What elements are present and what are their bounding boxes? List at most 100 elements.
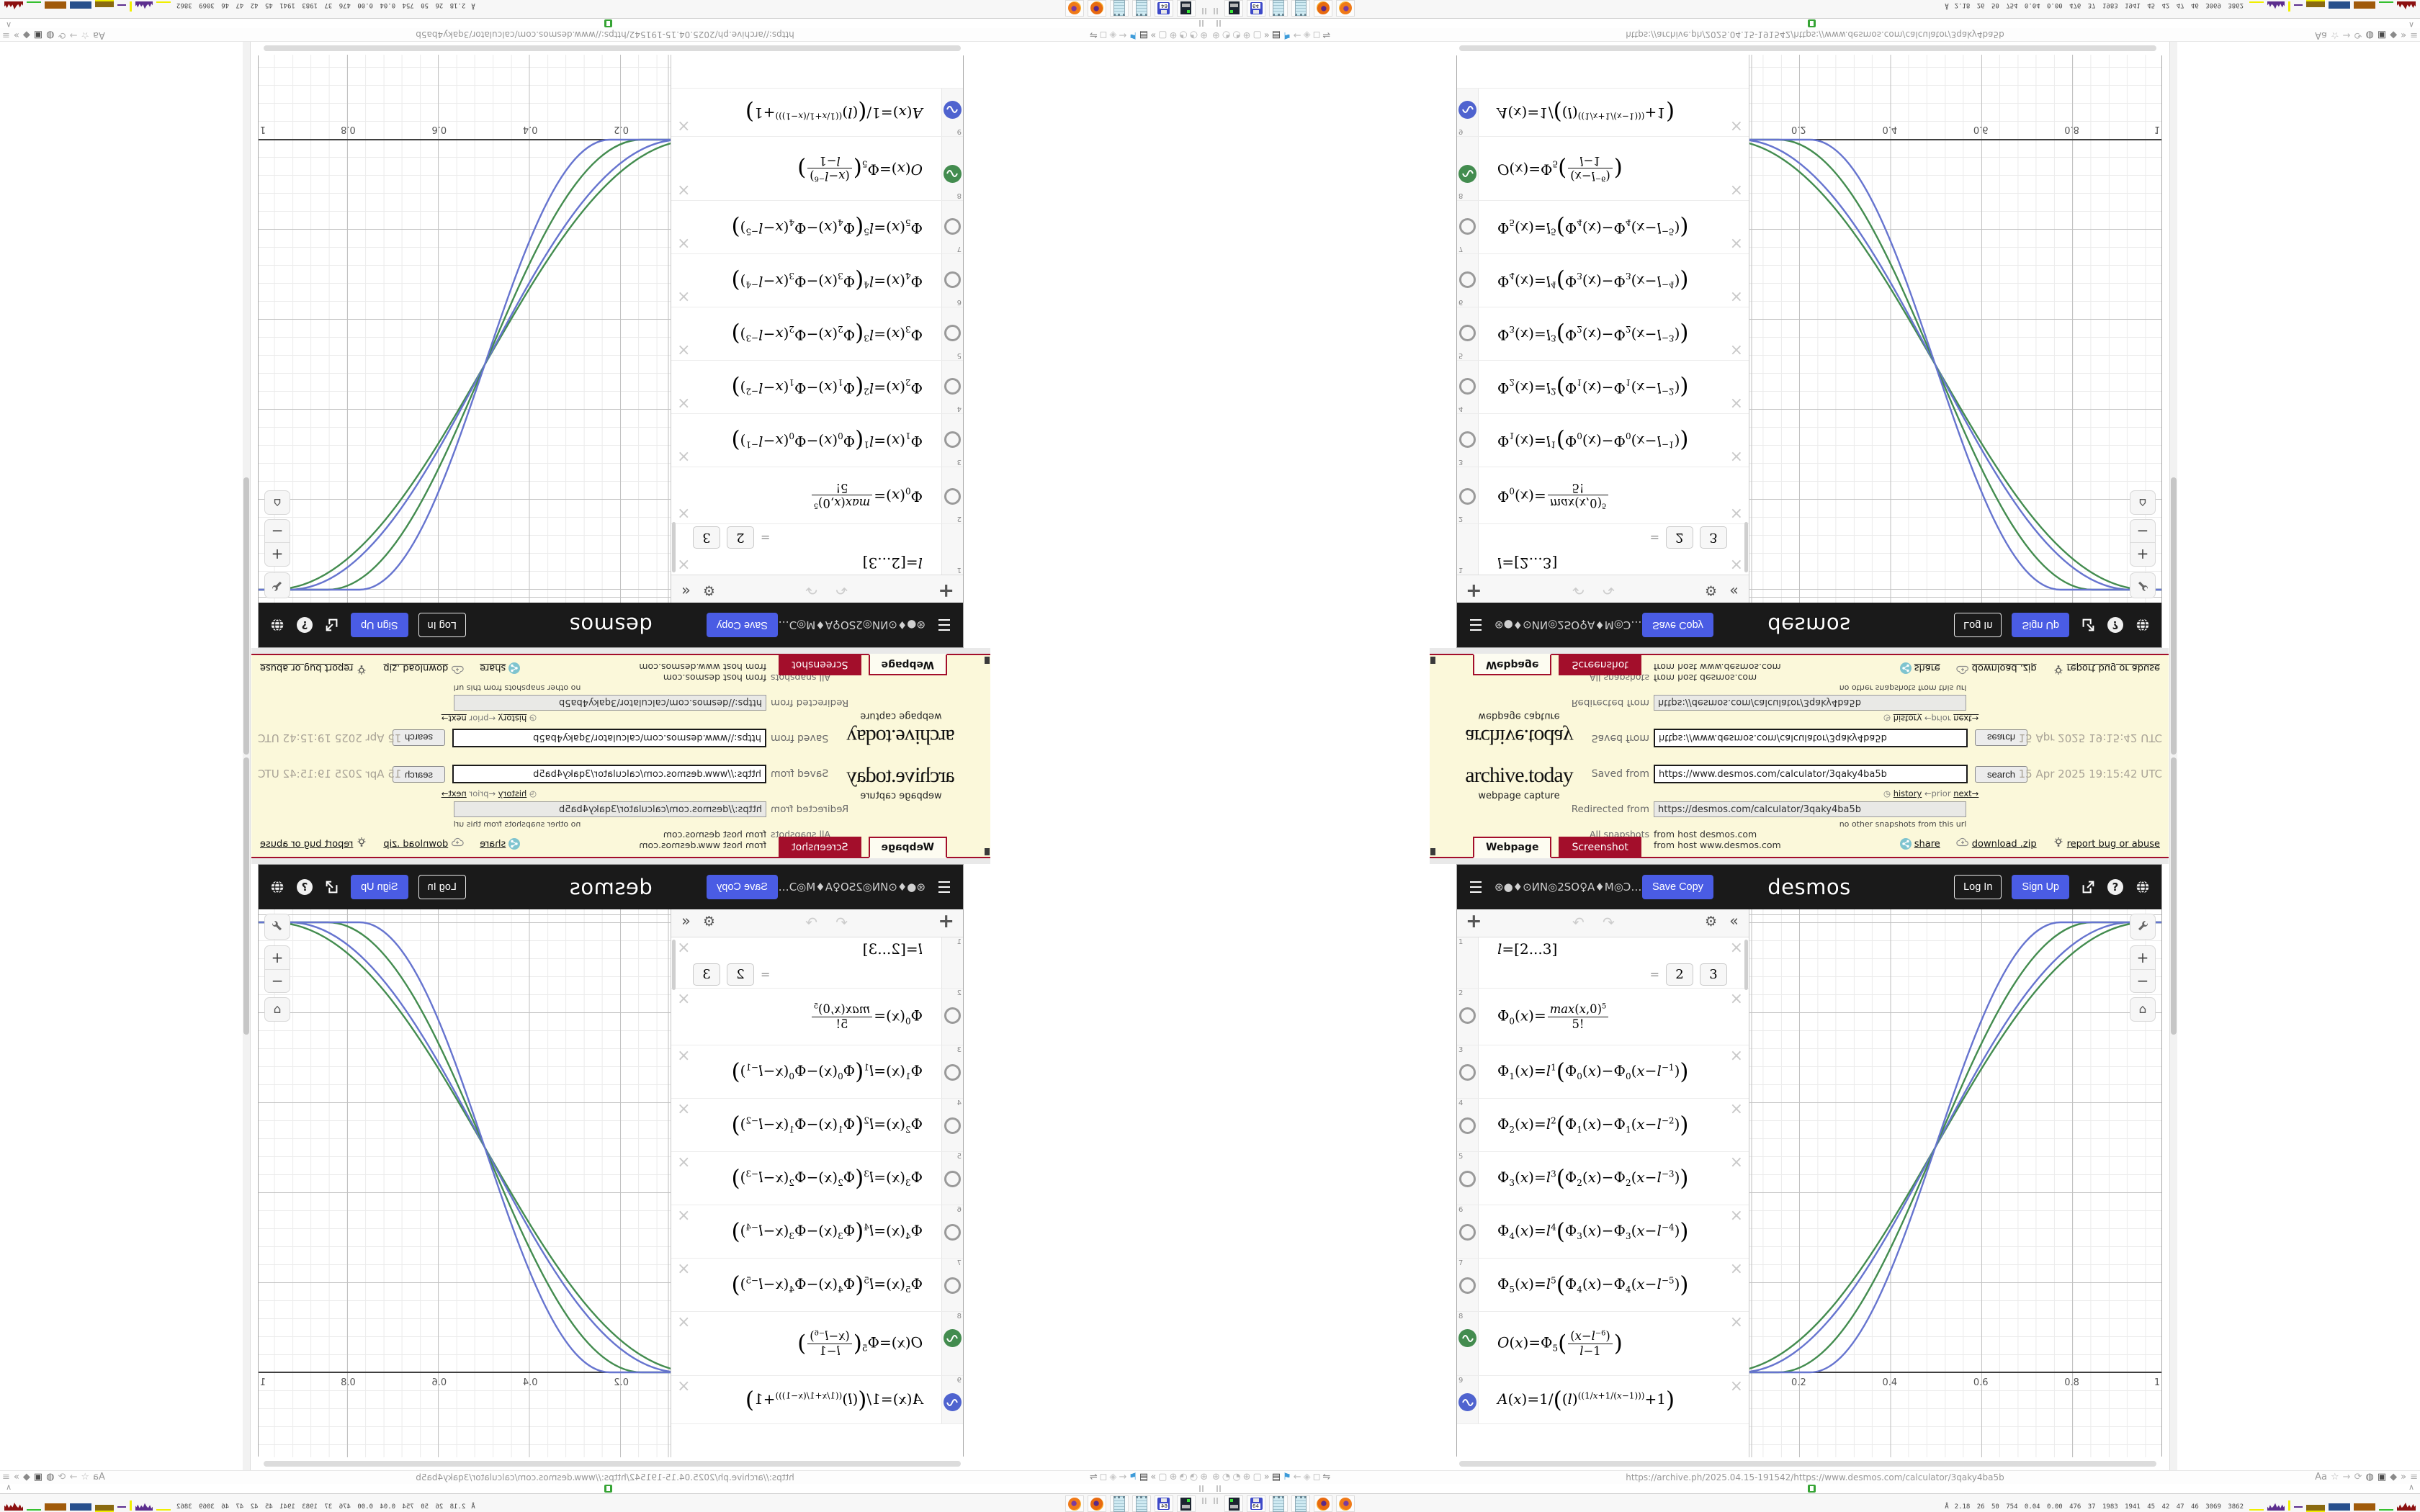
delete-expression-icon[interactable]: × (677, 1207, 691, 1225)
shield-icon[interactable]: ◈ (1303, 1472, 1311, 1482)
host-link-1[interactable]: from host desmos.com (1654, 829, 1757, 840)
graph-paper[interactable]: 0.2 0.4 0.6 0.8 1 + − ⌂ (259, 55, 671, 603)
expression-row[interactable]: 4 Φ2(x)=l2(Φ1(x)−Φ1(x−l−2)) × (1457, 360, 1749, 413)
zoom-out-button[interactable]: − (271, 522, 284, 540)
expression-math[interactable]: Φ5(x)=l5(Φ4(x)−Φ4(x−l−5)) (731, 1272, 923, 1298)
expression-row[interactable]: 1 l=[2...3] = 2 3 × (671, 937, 963, 989)
back-arrow-icon[interactable]: ← (1119, 30, 1127, 40)
undo-icon[interactable]: ↶ (835, 581, 848, 598)
delete-expression-icon[interactable]: × (677, 1377, 691, 1395)
taskbar-icon-floppy-64[interactable] (1155, 1495, 1173, 1512)
home-button[interactable]: ⌂ (264, 490, 290, 515)
expression-math[interactable]: Φ5(x)=l5(Φ4(x)−Φ4(x−l−5)) (1497, 1272, 1689, 1298)
zoom-in-button[interactable]: + (265, 946, 290, 970)
expression-math[interactable]: A(x)=1/((l)((1/x+1/(x−1)))+1) (1497, 99, 1675, 126)
taskbar-grip[interactable] (1214, 8, 1215, 14)
toolbar-grip[interactable] (1216, 20, 1218, 27)
saved-from-input[interactable] (1654, 729, 1968, 747)
taskbar-icon-firefox[interactable] (1088, 0, 1106, 17)
puzzle-icon[interactable]: ◆ (22, 30, 30, 40)
hamburger-menu-icon[interactable] (1467, 616, 1484, 634)
expression-math[interactable]: Φ0(x)= max(x,0)5 5! (1497, 1002, 1727, 1031)
add-expression-button[interactable]: + (1466, 580, 1482, 602)
gauge-icon[interactable]: ◔ (1189, 30, 1198, 40)
flag-icon[interactable]: ⚑ (1129, 1472, 1137, 1482)
expression-math[interactable]: l=[2...3] (1497, 554, 1558, 572)
taskbar-icon-firefox[interactable] (1088, 1495, 1106, 1512)
delete-expression-icon[interactable]: × (1729, 117, 1743, 135)
panel-scrollbar[interactable] (1744, 940, 1748, 990)
page-vertical-scrollbar[interactable] (243, 756, 251, 1470)
graph-title[interactable]: ⊛●♦⊙ИN◎2SO♀A♦M◎Ɔ… (1494, 618, 1642, 631)
expression-row[interactable]: 2 Φ0(x)= max(x,0)5 5! × (1457, 989, 1749, 1045)
redo-icon[interactable]: ↷ (1603, 581, 1615, 598)
taskbar-icon-notepad[interactable] (1132, 0, 1151, 17)
sign-up-button[interactable]: Sign Up (351, 613, 408, 637)
save-copy-button[interactable]: Save Copy (707, 613, 778, 637)
taskbar-grip[interactable] (1214, 1498, 1215, 1504)
saved-from-input[interactable] (452, 729, 766, 747)
hamburger-menu-icon[interactable] (936, 878, 953, 896)
plot-toggle-icon[interactable] (944, 1117, 961, 1134)
redirected-input[interactable] (454, 695, 766, 711)
gauge-icon[interactable]: ◔ (1222, 1472, 1231, 1482)
download-zip-link[interactable]: download .zip (1956, 837, 2037, 850)
plot-toggle-icon[interactable] (944, 101, 962, 119)
taskbar-icon-disk-utility[interactable] (1177, 1495, 1196, 1512)
active-tab-favicon[interactable] (604, 1485, 612, 1493)
add-expression-button[interactable]: + (938, 580, 954, 602)
expression-math[interactable]: Φ0(x)= max(x,0)5 5! (1497, 481, 1727, 510)
lock-icon[interactable]: ◻ (1312, 1472, 1321, 1482)
share-graph-icon[interactable] (323, 878, 341, 896)
edit-list-gear-icon[interactable]: ⚙ (1704, 582, 1717, 598)
expression-math[interactable]: A(x)=1/((l)((1/x+1/(x−1)))+1) (745, 99, 923, 126)
delete-expression-icon[interactable]: × (1729, 555, 1743, 573)
expression-math[interactable]: Φ1(x)=l1(Φ0(x)−Φ0(x−l−1)) (1497, 1058, 1689, 1085)
plot-toggle-icon[interactable] (944, 378, 961, 395)
puzzle-icon[interactable]: ◆ (2390, 1472, 2398, 1482)
zoom-buttons[interactable]: + − (2130, 945, 2156, 993)
flag-icon[interactable]: ⚑ (1129, 30, 1137, 40)
graph-settings-button[interactable] (2130, 572, 2156, 598)
circle-plus-icon[interactable]: ⊕ (1169, 30, 1178, 40)
plot-toggle-icon[interactable] (1459, 271, 1476, 288)
plot-toggle-icon[interactable] (944, 1224, 961, 1241)
expression-math[interactable]: Φ2(x)=l2(Φ1(x)−Φ1(x−l−2)) (1497, 1112, 1689, 1138)
report-bug-link[interactable]: report bug or abuse (2053, 661, 2160, 675)
redirected-input[interactable] (1654, 801, 1966, 817)
sign-up-button[interactable]: Sign Up (2012, 613, 2069, 637)
history-link[interactable]: history (498, 788, 527, 798)
graph-paper[interactable]: 0.2 0.4 0.6 0.8 1 + − ⌂ (1749, 55, 2161, 603)
next-link[interactable]: next→ (441, 788, 467, 798)
archive-logo-text[interactable]: archive.today (1465, 763, 1573, 787)
tab-screenshot[interactable]: Screenshot (1559, 837, 1641, 858)
toggles-icon[interactable]: ⇋ (1089, 30, 1098, 40)
undo-icon[interactable]: ↶ (835, 914, 848, 931)
address-bar-url[interactable]: https://archive.ph/2025.04.15-191542/htt… (1626, 30, 2004, 40)
zoom-in-button[interactable]: + (265, 542, 290, 566)
host-link-2[interactable]: from host www.desmos.com (639, 662, 766, 672)
translate-icon[interactable]: Aa (92, 1472, 105, 1482)
hamburger-menu-icon[interactable] (936, 616, 953, 634)
expression-row[interactable]: 5 Φ3(x)=l3(Φ2(x)−Φ2(x−l−3)) × (1457, 307, 1749, 360)
expression-math[interactable]: Φ3(x)=l3(Φ2(x)−Φ2(x−l−3)) (731, 1165, 923, 1192)
folder-icon[interactable]: ▢ (1252, 30, 1262, 40)
reload-icon[interactable]: ⟳ (58, 30, 66, 40)
delete-expression-icon[interactable]: × (677, 117, 691, 135)
lock-icon[interactable]: ◻ (1099, 30, 1108, 40)
tab-webpage[interactable]: Webpage (868, 837, 947, 858)
log-in-button[interactable]: Log In (1954, 613, 2002, 637)
star-icon[interactable]: ☆ (81, 30, 89, 40)
folder-icon[interactable]: ▢ (1158, 1472, 1168, 1482)
zoom-buttons[interactable]: + − (264, 519, 290, 567)
plot-toggle-icon[interactable] (1459, 218, 1476, 235)
delete-expression-icon[interactable]: × (1729, 1100, 1743, 1118)
plot-toggle-icon[interactable] (1459, 1224, 1476, 1241)
expression-row[interactable]: 3 Φ1(x)=l1(Φ0(x)−Φ0(x−l−1)) × (671, 413, 963, 467)
lock-icon[interactable]: ◻ (1312, 30, 1321, 40)
trash-icon[interactable]: ▤ (1139, 30, 1149, 40)
star-icon[interactable]: ☆ (2331, 1472, 2339, 1482)
page-vertical-scrollbar[interactable] (2169, 756, 2177, 1470)
delete-expression-icon[interactable]: × (1729, 394, 1743, 412)
taskbar-grip[interactable] (1205, 8, 1206, 14)
